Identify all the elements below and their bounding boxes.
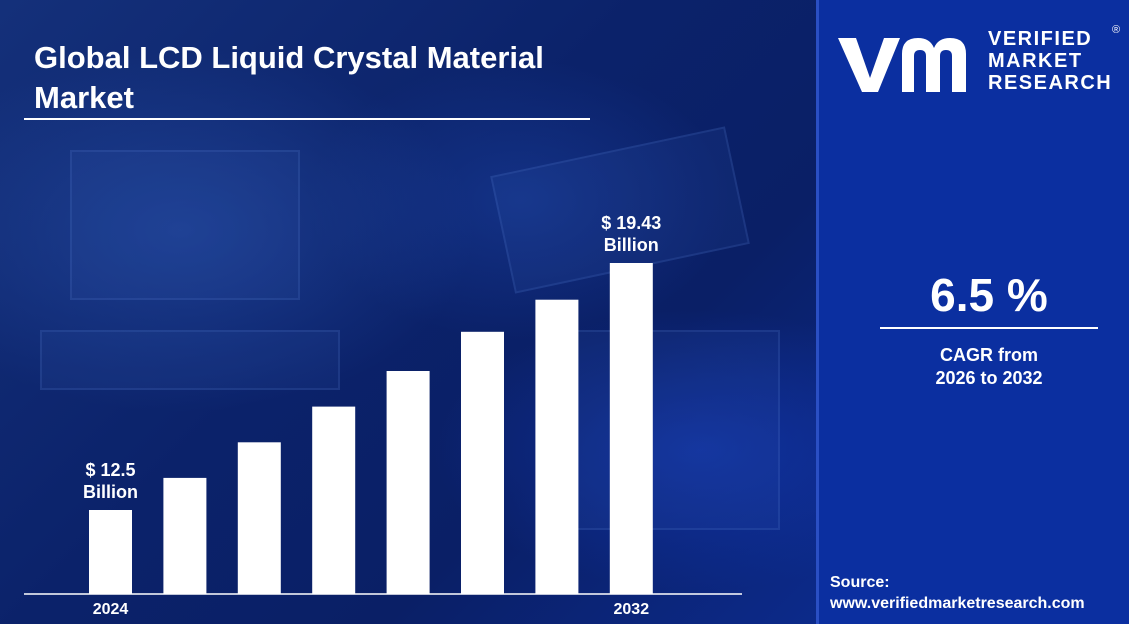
cagr-value: 6.5 % [930,269,1048,321]
data-label-unit: Billion [604,235,659,255]
x-tick-label-2032: 2032 [614,601,650,618]
circuit-board-decoration [70,150,300,300]
vmr-logo-mark-icon [838,38,966,92]
logo-wordmark: VERIFIED MARKET RESEARCH [988,28,1128,94]
bar-3 [237,442,281,594]
logo-line-2: MARKET [988,50,1083,72]
data-label-unit: Billion [83,482,138,502]
cagr-divider [880,327,1098,329]
source-label: Source: [830,574,890,591]
cagr-caption-line-1: CAGR from [940,345,1038,365]
bar-8 [609,263,653,594]
data-labels: $ 12.5 Billion$ 19.43 Billion [83,213,661,502]
x-tick-label-2024: 2024 [93,601,129,618]
bars-group [89,263,653,594]
source-note: Source: www.verifiedmarketresearch.com [830,572,1126,614]
bar-5 [386,371,430,594]
title-underline [24,118,590,120]
data-label-bar-8: $ 19.43 Billion [601,213,661,255]
bar-2 [163,477,207,594]
logo-line-3: RESEARCH [988,72,1113,94]
cagr-caption-line-2: 2026 to 2032 [935,368,1043,388]
data-label-bar-1: $ 12.5 Billion [83,460,138,502]
data-label-value: $ 12.5 [85,460,135,480]
x-tick-labels: 2024 2032 [93,601,649,618]
bar-chart: 2024 2032 $ 12.5 Billion$ 19.43 Billion [24,213,742,618]
source-url[interactable]: www.verifiedmarketresearch.com [830,595,1085,612]
bar-1 [89,510,132,594]
registered-mark: ® [1112,24,1121,36]
cagr-caption: CAGR from 2026 to 2032 [880,344,1098,390]
logo-line-1: VERIFIED [988,28,1093,50]
circuit-board-decoration [40,330,340,390]
summary-panel [816,0,1129,624]
circuit-board-decoration [560,330,780,530]
bar-6 [461,331,504,594]
chart-title: Global LCD Liquid Crystal Material Marke… [34,40,544,115]
data-label-value: $ 19.43 [601,213,661,233]
bar-7 [535,299,579,594]
bar-4 [312,406,356,594]
